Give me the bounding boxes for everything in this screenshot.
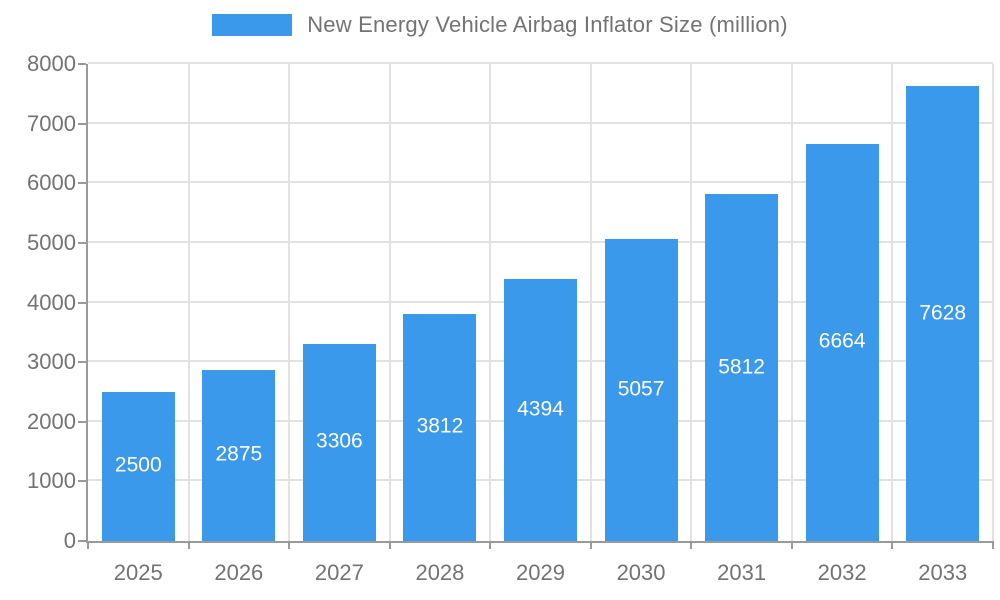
x-axis-tick — [690, 541, 693, 549]
x-axis-tick-label: 2026 — [214, 560, 264, 585]
y-axis-tick-label: 0 — [63, 528, 76, 553]
bar: 3306 — [302, 343, 376, 541]
bar: 5812 — [705, 194, 779, 541]
gridline-vertical — [187, 64, 190, 541]
bar-value-label: 5057 — [617, 377, 665, 401]
y-axis-tick-label: 4000 — [27, 289, 76, 315]
x-axis-tick-label: 2030 — [616, 560, 666, 585]
legend-label: New Energy Vehicle Airbag Inflator Size … — [307, 12, 788, 37]
bar-value-label: 2875 — [215, 442, 263, 466]
y-axis-tick-label: 2000 — [27, 408, 76, 434]
bar: 5057 — [604, 239, 678, 541]
x-axis-tick-label: 2028 — [415, 560, 465, 585]
y-axis-tick — [78, 540, 86, 542]
gridline-horizontal — [88, 62, 993, 64]
bar-value-label: 2500 — [114, 453, 162, 477]
y-axis-tick — [78, 241, 86, 244]
bar-value-label: 5812 — [718, 355, 765, 379]
gridline-vertical — [790, 64, 793, 541]
x-axis-tick — [489, 541, 492, 549]
x-axis-tick — [992, 541, 994, 549]
bar: 2500 — [101, 391, 175, 541]
y-axis-tick-label: 3000 — [27, 349, 76, 375]
y-axis-tick — [78, 420, 86, 423]
gridline-vertical — [690, 64, 693, 541]
bar: 7628 — [906, 86, 980, 541]
bar: 3812 — [403, 313, 477, 541]
x-axis-tick-label: 2025 — [113, 560, 163, 585]
x-axis-tick-label: 2027 — [314, 560, 364, 585]
x-axis-tick — [87, 541, 89, 549]
y-axis-tick-label: 8000 — [27, 51, 76, 76]
y-axis-tick — [78, 480, 86, 483]
bar-value-label: 7628 — [919, 301, 967, 325]
y-axis-tick — [78, 63, 86, 65]
y-axis-tick-label: 5000 — [27, 229, 76, 255]
gridline-vertical — [992, 64, 994, 541]
x-axis-tick — [288, 541, 291, 549]
x-axis-line — [86, 541, 993, 543]
x-axis-tick-label: 2033 — [918, 560, 968, 585]
x-axis-tick-label: 2032 — [817, 560, 867, 585]
y-axis-tick-label: 6000 — [27, 170, 76, 196]
gridline-vertical — [891, 64, 894, 541]
bar-value-label: 3812 — [416, 414, 464, 438]
x-axis-tick — [790, 541, 793, 549]
y-axis-tick-label: 1000 — [27, 468, 76, 494]
bar-value-label: 4394 — [517, 397, 564, 421]
plot-area: 2500 2875 3306 3812 4394 5057 5812 6664 7628 — [78, 62, 994, 549]
legend: New Energy Vehicle Airbag Inflator Size … — [0, 12, 1000, 38]
bar-value-label: 6664 — [818, 329, 866, 353]
bar: 2875 — [202, 369, 276, 541]
y-axis-tick — [78, 182, 86, 185]
gridline-horizontal — [88, 240, 993, 243]
x-axis-tick-label: 2029 — [516, 560, 565, 585]
gridline-vertical — [288, 64, 291, 541]
gridline-horizontal — [88, 181, 993, 184]
x-axis-tick — [388, 541, 391, 549]
x-axis-tick — [187, 541, 190, 549]
bar: 6664 — [805, 143, 879, 541]
bar: 4394 — [503, 279, 577, 541]
y-axis-line — [86, 64, 88, 541]
legend-swatch-icon — [212, 14, 293, 36]
bar-value-label: 3306 — [316, 429, 363, 453]
y-axis-tick — [78, 122, 86, 125]
x-axis-tick — [891, 541, 894, 549]
x-axis-tick — [589, 541, 592, 549]
gridline-vertical — [489, 64, 492, 541]
x-axis-tick-label: 2031 — [717, 560, 767, 585]
y-axis-tick — [78, 301, 86, 304]
y-axis-tick — [78, 361, 86, 364]
legend-item[interactable]: New Energy Vehicle Airbag Inflator Size … — [212, 12, 788, 38]
gridline-horizontal — [88, 121, 993, 124]
gridline-vertical — [589, 64, 592, 541]
gridline-vertical — [388, 64, 391, 541]
y-axis-tick-label: 7000 — [27, 110, 76, 136]
